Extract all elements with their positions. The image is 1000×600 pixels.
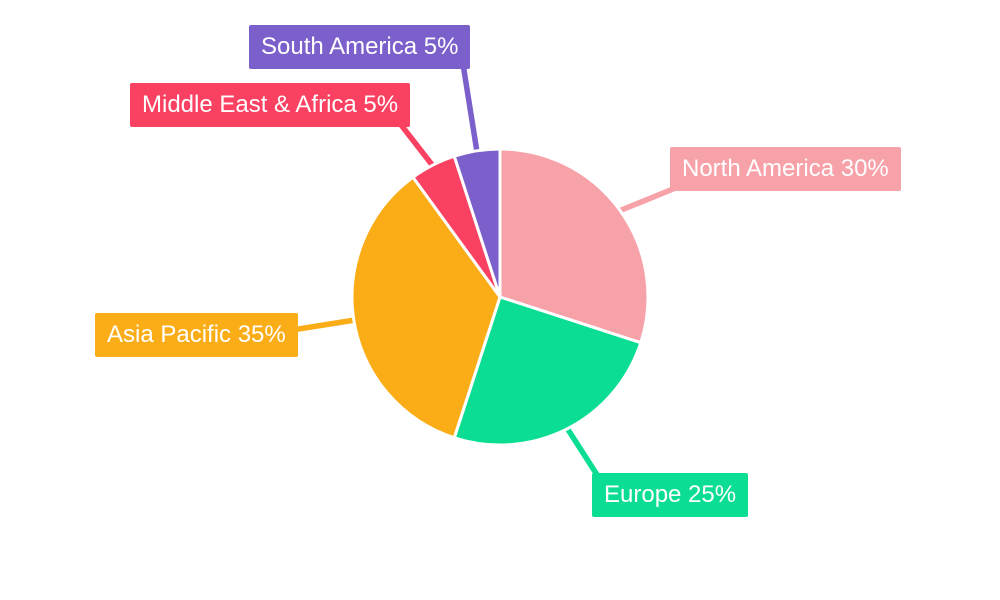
leader-line-south-america: [460, 63, 480, 153]
pie-label-asia-pacific: Asia Pacific 35%: [95, 313, 298, 357]
leader-line-europe: [564, 426, 604, 483]
pie-label-europe: Europe 25%: [592, 473, 749, 517]
pie-label-middle-east-africa: Middle East & Africa 5%: [130, 83, 411, 127]
leader-line-middle-east-africa: [395, 119, 436, 168]
pie-slice-north-america[interactable]: [498, 147, 650, 345]
pie-label-north-america: North America 30%: [670, 147, 901, 191]
pie-label-south-america: South America 5%: [249, 25, 471, 69]
leader-line-north-america: [617, 184, 680, 214]
pie-slice-asia-pacific[interactable]: [350, 175, 502, 440]
pie-slice-europe[interactable]: [452, 295, 643, 447]
pie-slice-south-america[interactable]: [452, 147, 502, 299]
